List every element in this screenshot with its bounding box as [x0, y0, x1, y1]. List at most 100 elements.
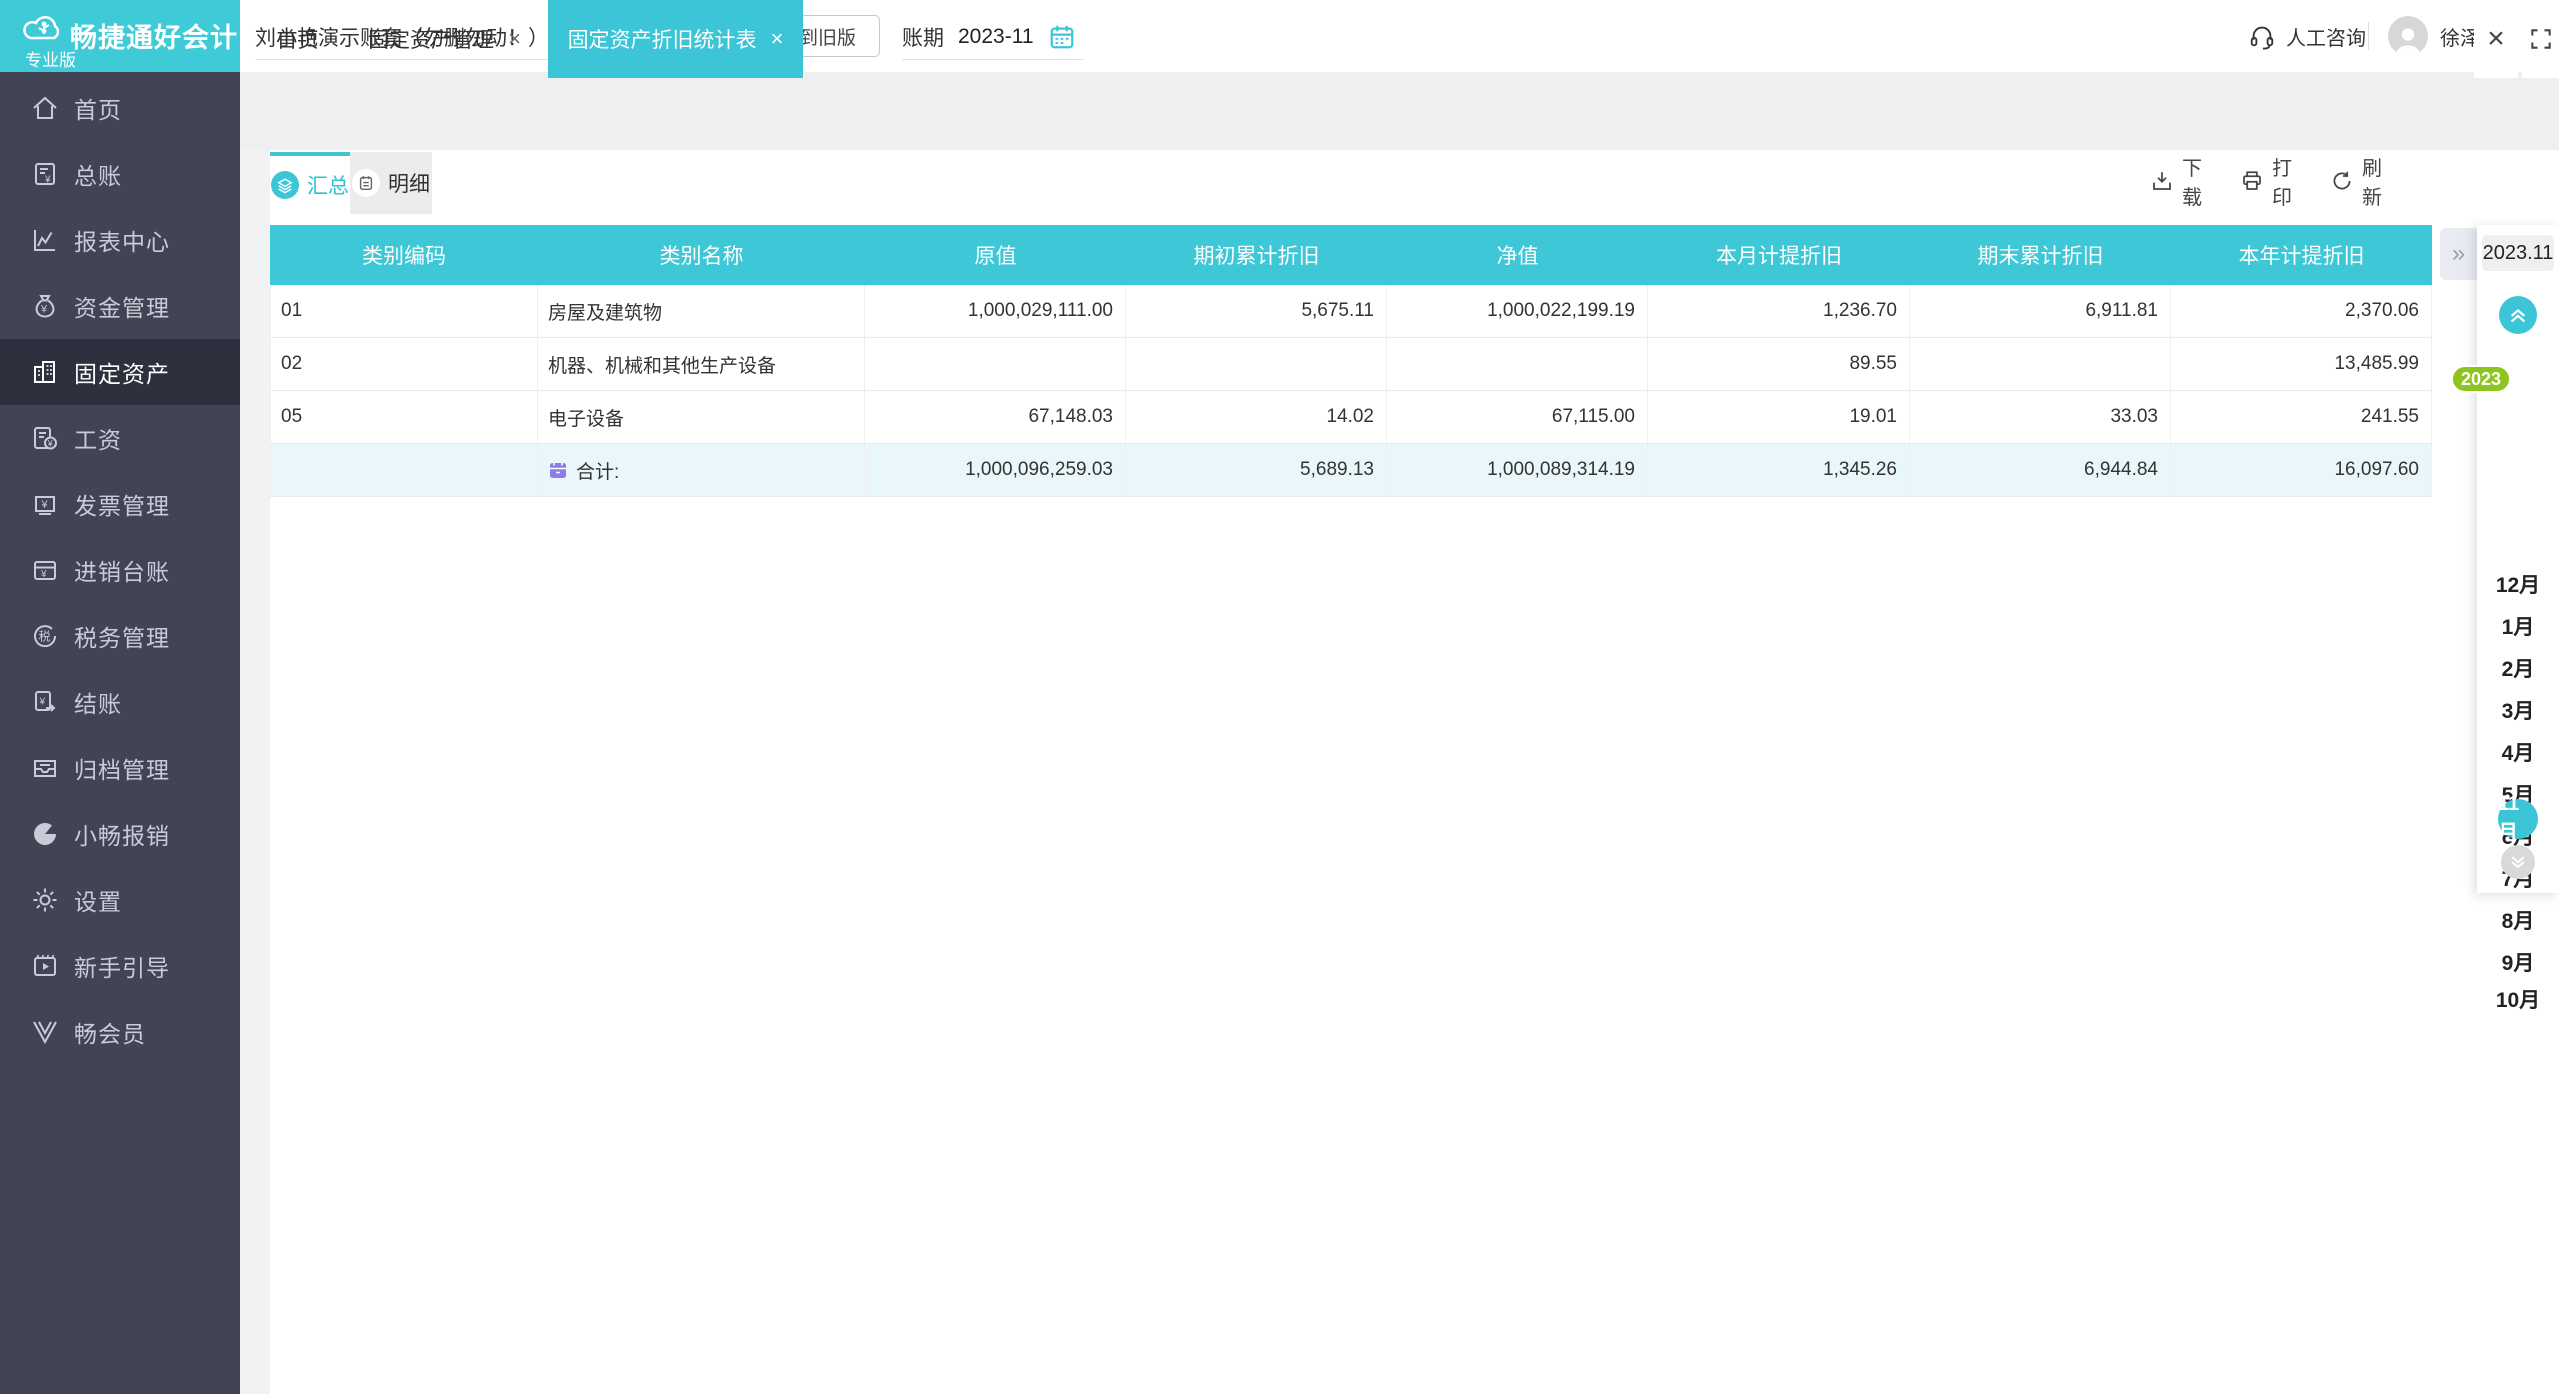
layers-icon [271, 171, 299, 199]
closing-icon: ¥ [30, 687, 60, 717]
sidebar-item-inventory-ledger[interactable]: ¥ 进销台账 [0, 537, 240, 603]
ledger-icon: ¥ [30, 159, 60, 189]
money-bag-icon: ¥ [30, 291, 60, 321]
chart-icon [30, 225, 60, 255]
svg-text:¥: ¥ [41, 499, 49, 511]
period-selector[interactable]: 账期 2023-11 [902, 14, 1084, 60]
fullscreen-icon [2528, 26, 2554, 52]
col-header-net-value[interactable]: 净值 [1387, 225, 1648, 285]
building-icon [30, 357, 60, 387]
home-icon [30, 93, 60, 123]
month-item-oct[interactable]: 10月 [2495, 989, 2541, 1012]
svg-text:¥: ¥ [39, 697, 46, 708]
download-button[interactable]: 下载 [2150, 152, 2210, 210]
current-period-pill: 2023.11 [2482, 235, 2554, 271]
brand-name: 畅捷通好会计 [70, 23, 238, 53]
col-header-category-code[interactable]: 类别编码 [270, 225, 538, 285]
close-tab-icon[interactable]: × [508, 26, 521, 51]
depreciation-table: 类别编码 类别名称 原值 期初累计折旧 净值 本月计提折旧 期末累计折旧 本年计… [270, 225, 2432, 497]
total-calc-icon [548, 460, 568, 480]
scroll-up-button[interactable] [2499, 296, 2537, 334]
invoice-icon: ¥ [30, 489, 60, 519]
svg-text:税: 税 [39, 630, 51, 644]
cloud-logo-icon [22, 10, 66, 46]
inventory-icon: ¥ [30, 555, 60, 585]
calendar-icon [1048, 23, 1076, 51]
month-item-mar[interactable]: 3月 [2501, 700, 2535, 723]
month-item-aug[interactable]: 8月 [2501, 910, 2535, 933]
tab-bar [240, 72, 2559, 150]
month-item-sep[interactable]: 9月 [2501, 952, 2535, 975]
headset-icon [2248, 22, 2276, 50]
sidebar-item-general-ledger[interactable]: ¥ 总账 [0, 141, 240, 207]
summary-view-toggle[interactable]: 汇总 [270, 152, 350, 214]
table-header-row: 类别编码 类别名称 原值 期初累计折旧 净值 本月计提折旧 期末累计折旧 本年计… [270, 225, 2432, 285]
month-item-jan[interactable]: 1月 [2501, 616, 2535, 639]
col-header-original-value[interactable]: 原值 [865, 225, 1126, 285]
month-item-feb[interactable]: 2月 [2501, 658, 2535, 681]
svg-text:¥: ¥ [47, 439, 54, 449]
sidebar-item-settings[interactable]: 设置 [0, 867, 240, 933]
col-header-year-depr[interactable]: 本年计提折旧 [2171, 225, 2432, 285]
topbar-divider [2368, 22, 2369, 50]
refresh-button[interactable]: 刷新 [2330, 152, 2390, 210]
app-logo: 畅捷通好会计 专业版 [0, 0, 240, 72]
month-item-apr[interactable]: 4月 [2501, 742, 2535, 765]
table-actions: 下载 打印 刷新 [2150, 150, 2390, 212]
refresh-icon [2330, 169, 2354, 193]
sidebar-item-closing[interactable]: ¥ 结账 [0, 669, 240, 735]
member-v-icon [30, 1017, 60, 1047]
total-label: 合计: [576, 461, 620, 483]
sidebar-item-fixed-assets[interactable]: 固定资产 [0, 339, 240, 405]
month-item-nov-active[interactable]: 11月 [2498, 793, 2538, 844]
svg-text:¥: ¥ [40, 304, 48, 316]
download-icon [2150, 169, 2174, 193]
col-header-month-depr[interactable]: 本月计提折旧 [1648, 225, 1910, 285]
sidebar-item-report-center[interactable]: 报表中心 [0, 207, 240, 273]
close-all-tabs-button[interactable]: × [2474, 0, 2518, 78]
human-support-link[interactable]: 人工咨询 [2248, 0, 2366, 72]
sidebar-nav [0, 72, 240, 1394]
print-button[interactable]: 打印 [2240, 152, 2300, 210]
chevron-right-icon: » [2451, 240, 2466, 267]
col-header-opening-accum-depr[interactable]: 期初累计折旧 [1126, 225, 1387, 285]
table-row[interactable]: 05 电子设备 67,148.03 14.02 67,115.00 19.01 … [270, 391, 2432, 444]
tab-fixed-asset-management[interactable]: 固定资产管理 × [368, 26, 521, 52]
col-header-ending-accum-depr[interactable]: 期末累计折旧 [1910, 225, 2171, 285]
month-item-dec[interactable]: 12月 [2495, 574, 2541, 597]
account-name: 刘小艳演示账套（勿删勿动！）1 [255, 26, 561, 50]
period-picker-panel: 2023.11 12月 2023 1月 2月 3月 4月 5月 6月 7月 8月… [2451, 225, 2559, 1012]
support-label: 人工咨询 [2286, 27, 2366, 50]
sidebar-item-invoice[interactable]: ¥ 发票管理 [0, 471, 240, 537]
tab-home[interactable]: 首页 [276, 29, 319, 52]
sidebar-item-archive[interactable]: 归档管理 [0, 735, 240, 801]
sidebar-item-tax[interactable]: 税 税务管理 [0, 603, 240, 669]
sidebar-item-payroll[interactable]: ¥ 工资 [0, 405, 240, 471]
gear-icon [30, 885, 60, 915]
sidebar-item-guide[interactable]: 新手引导 [0, 933, 240, 999]
sidebar-item-reimburse[interactable]: 小畅报销 [0, 801, 240, 867]
table-total-row: 合计: 1,000,096,259.03 5,689.13 1,000,089,… [270, 444, 2432, 497]
tab-depreciation-statistics[interactable]: 固定资产折旧统计表 × [548, 0, 803, 78]
fullscreen-button[interactable] [2522, 0, 2559, 78]
sidebar-item-home[interactable]: 首页 [0, 75, 240, 141]
year-badge: 2023 [2451, 365, 2511, 393]
archive-icon [30, 753, 60, 783]
tax-icon: 税 [30, 621, 60, 651]
svg-text:¥: ¥ [44, 175, 51, 186]
table-row[interactable]: 01 房屋及建筑物 1,000,029,111.00 5,675.11 1,00… [270, 285, 2432, 338]
period-label: 账期 [902, 26, 944, 50]
sidebar-item-funds[interactable]: ¥ 资金管理 [0, 273, 240, 339]
content-gutter [240, 150, 270, 1394]
scroll-down-button[interactable] [2501, 845, 2535, 879]
close-tab-icon[interactable]: × [770, 26, 784, 51]
table-row[interactable]: 02 机器、机械和其他生产设备 89.55 13,485.99 [270, 338, 2432, 391]
guide-video-icon [30, 951, 60, 981]
collapse-period-panel-button[interactable]: » [2440, 228, 2477, 280]
sidebar-item-member[interactable]: 畅会员 [0, 999, 240, 1065]
svg-text:¥: ¥ [40, 569, 47, 580]
detail-view-toggle[interactable]: 明细 [350, 152, 432, 214]
col-header-category-name[interactable]: 类别名称 [538, 225, 865, 285]
reimburse-g-icon [30, 819, 60, 849]
payroll-icon: ¥ [30, 423, 60, 453]
